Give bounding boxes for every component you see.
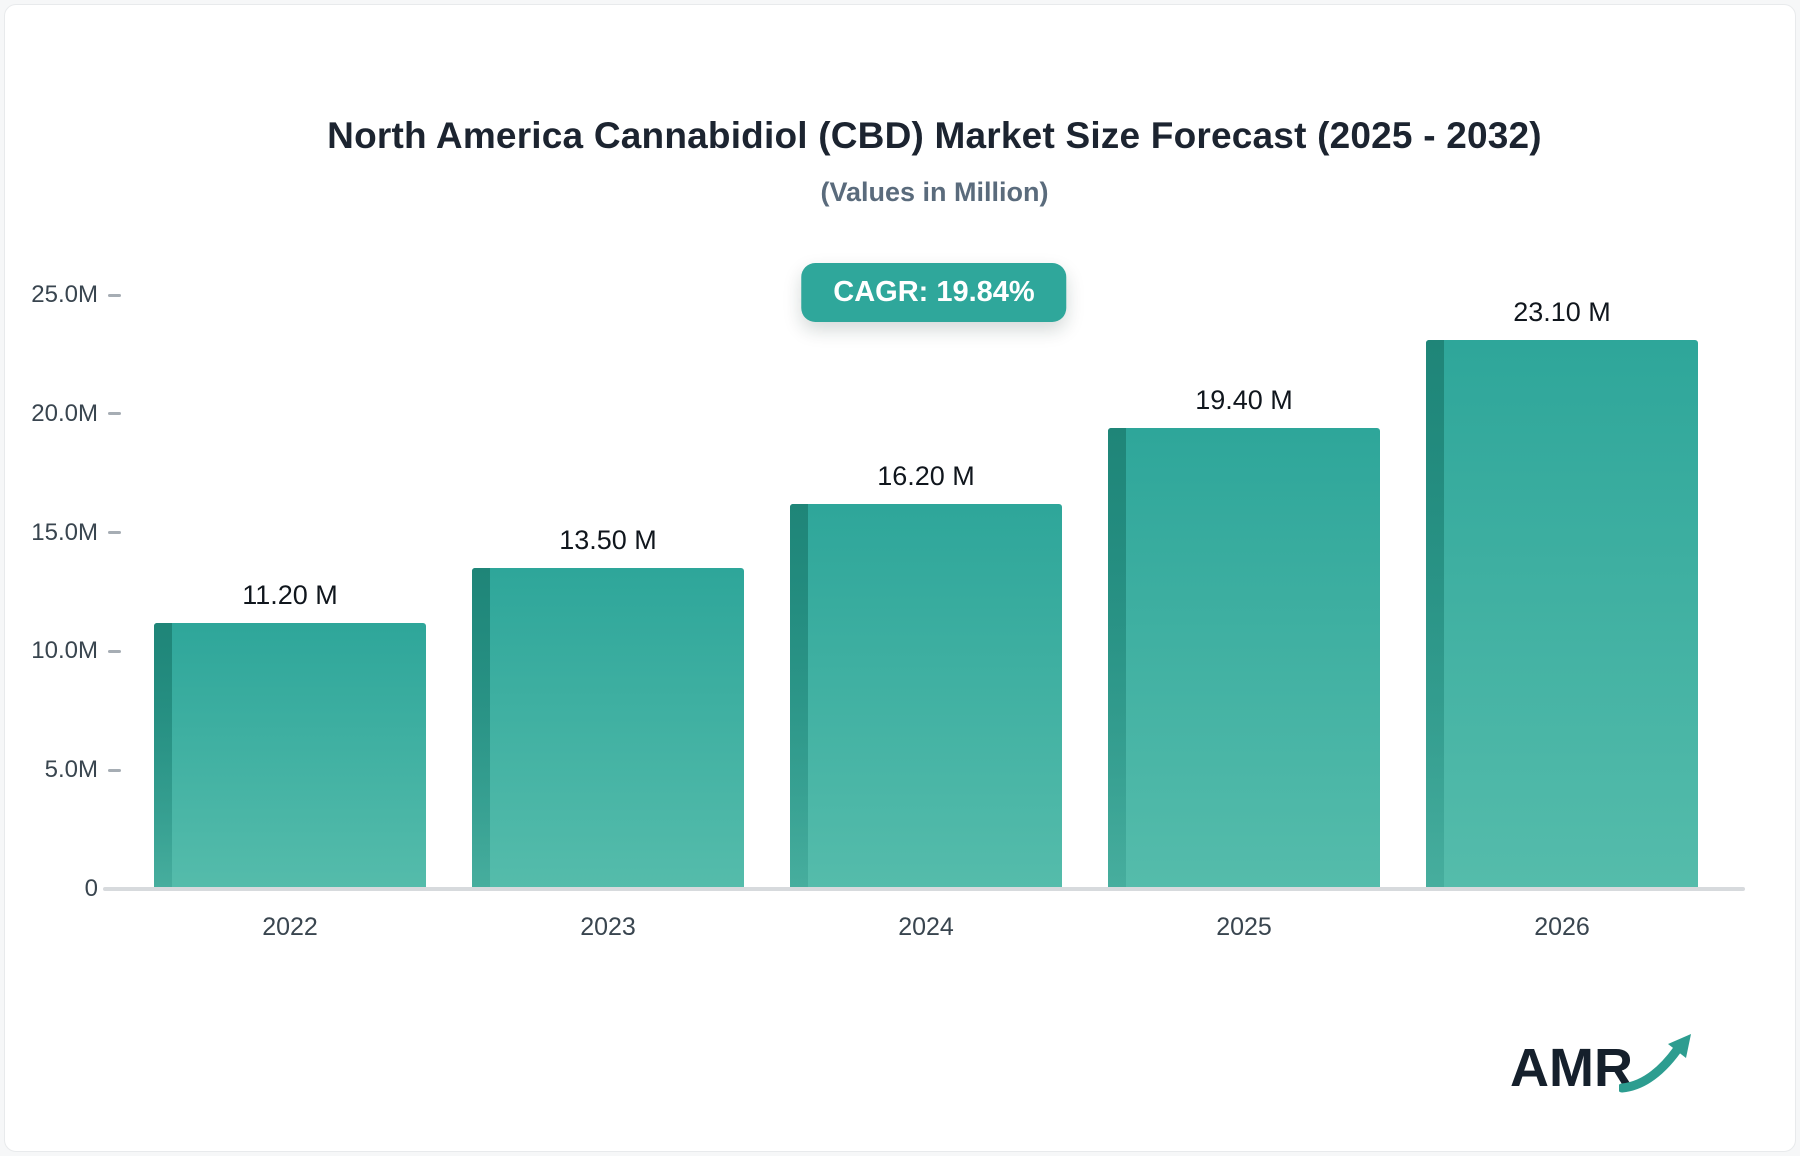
y-tick: 20.0M: [31, 400, 121, 428]
x-axis-line: [103, 887, 1745, 891]
y-tick-mark: [108, 649, 121, 653]
bars-area: 11.20 M 2022 13.50 M 2023 16.20 M 2024 19.40 M…: [131, 295, 1738, 941]
bar: [1108, 428, 1380, 889]
bar: [154, 622, 426, 889]
y-tick-mark: [108, 531, 121, 535]
bar-group: 16.20 M 2024: [790, 461, 1062, 941]
bar: [1426, 340, 1698, 889]
y-tick-mark: [108, 412, 121, 416]
growth-arrow-icon: [1619, 1034, 1691, 1093]
y-tick-label: 20.0M: [31, 399, 98, 427]
bar-chart-plot: 0 5.0M 10.0M 15.0M 20.0M 25.0M 11.20 M 2022 13.…: [5, 5, 1795, 1151]
chart-subtitle: (Values in Million): [820, 177, 1049, 207]
bar-value-label: 13.50 M: [559, 525, 657, 556]
x-axis-label: 2024: [898, 913, 954, 941]
x-axis-label: 2023: [580, 913, 636, 941]
amr-logo: AMR: [1510, 1034, 1695, 1099]
y-tick: 25.0M: [31, 281, 121, 309]
bar-group: 11.20 M 2022: [154, 579, 426, 941]
bar: [472, 568, 744, 889]
y-tick-label: 10.0M: [31, 637, 98, 665]
bar-value-label: 23.10 M: [1513, 297, 1611, 328]
x-axis-label: 2022: [262, 913, 318, 941]
bar-group: 23.10 M 2026: [1426, 297, 1698, 941]
chart-card: North America Cannabidiol (CBD) Market S…: [4, 4, 1796, 1152]
y-tick-label: 0: [84, 875, 98, 902]
cagr-badge: CAGR: 19.84%: [801, 263, 1067, 322]
bar-group: 13.50 M 2023: [472, 525, 744, 941]
y-tick: 5.0M: [45, 756, 121, 784]
bar-value-label: 19.40 M: [1195, 385, 1293, 416]
x-axis-label: 2026: [1534, 913, 1590, 941]
y-tick-mark: [108, 768, 121, 772]
amr-logo-text: AMR: [1510, 1038, 1633, 1098]
bar: [790, 504, 1062, 889]
y-tick-mark: [108, 293, 121, 297]
y-tick-label: 15.0M: [31, 518, 98, 546]
y-tick: 10.0M: [31, 637, 121, 665]
y-tick: 15.0M: [31, 519, 121, 547]
y-tick-label: 5.0M: [44, 756, 98, 784]
chart-title: North America Cannabidiol (CBD) Market S…: [327, 115, 1542, 156]
bar-value-label: 16.20 M: [877, 461, 975, 492]
x-axis-label: 2025: [1216, 913, 1272, 941]
bar-value-label: 11.20 M: [242, 579, 338, 610]
y-tick-label: 25.0M: [31, 281, 98, 308]
y-axis: 0 5.0M 10.0M 15.0M 20.0M 25.0M: [5, 281, 121, 902]
bar-group: 19.40 M 2025: [1108, 385, 1380, 941]
